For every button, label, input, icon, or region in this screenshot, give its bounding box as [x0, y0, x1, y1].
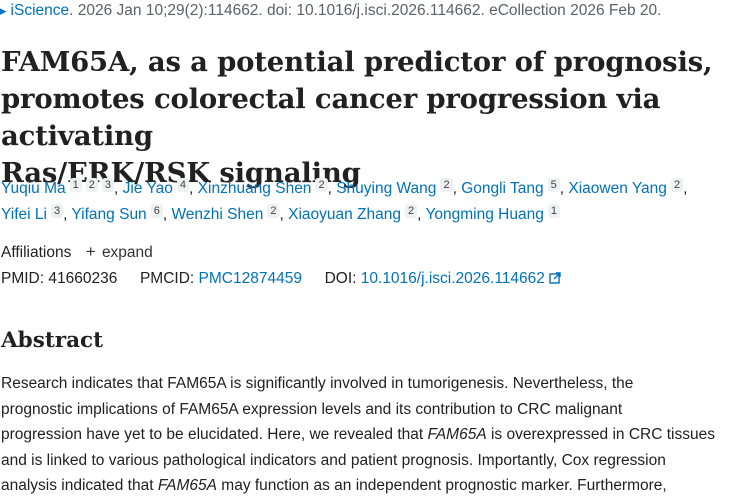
abstract-line: is overexpressed in CRC tissues	[486, 426, 715, 443]
affiliation-number[interactable]: 6	[150, 203, 163, 218]
title-line: FAM65A, as a potential predictor of prog…	[1, 46, 713, 78]
pmid-value: 41660236	[48, 270, 118, 287]
affiliation-number[interactable]: 4	[176, 178, 190, 192]
affiliation-number[interactable]: 1	[547, 203, 560, 218]
doi-link[interactable]: 10.1016/j.isci.2026.114662	[360, 270, 545, 287]
author-link[interactable]: Shuying Wang	[336, 180, 437, 197]
abstract-line: Research indicates that FAM65A is signif…	[1, 375, 634, 392]
citation-details: . 2026 Jan 10;29(2):114662. doi: 10.1016…	[69, 2, 662, 19]
article-identifiers: PMID: 41660236 PMCID: PMC12874459 DOI: 1…	[1, 270, 561, 288]
abstract-line: may function as an independent prognosti…	[216, 477, 667, 494]
affiliations-row: Affiliations + expand	[1, 242, 153, 262]
affiliation-number[interactable]: 3	[50, 203, 64, 218]
abstract-line: progression have yet to be elucidated. H…	[1, 426, 428, 443]
abstract-line: and is linked to various pathological in…	[1, 451, 666, 469]
journal-link[interactable]: iScience	[10, 2, 70, 19]
pmcid-label: PMCID:	[139, 270, 195, 287]
expand-affiliations-button[interactable]: expand	[101, 244, 153, 261]
abstract-line: prognostic implications of FAM65A expres…	[1, 400, 623, 418]
external-link-icon[interactable]	[549, 272, 561, 284]
chevron-right-icon: ▸	[0, 3, 7, 18]
author-link[interactable]: Yongming Huang	[425, 205, 544, 223]
author-link[interactable]: Yuqiu Ma	[1, 180, 66, 197]
title-line: promotes colorectal cancer progression v…	[1, 83, 661, 152]
author-link[interactable]: Gongli Tang	[461, 180, 544, 197]
gene-name: FAM65A	[427, 426, 487, 443]
abstract-line: analysis indicated that	[1, 477, 158, 494]
author-link[interactable]: Yifei Li	[1, 205, 47, 223]
affiliation-number[interactable]: 2	[670, 178, 684, 192]
plus-icon[interactable]: +	[85, 242, 96, 261]
affiliation-number[interactable]: 3	[101, 178, 115, 192]
gene-name: FAM65A	[157, 477, 217, 494]
affiliation-number[interactable]: 5	[547, 178, 560, 192]
affiliation-number[interactable]: 2	[85, 178, 98, 192]
author-link[interactable]: Xinzhuang Shen	[197, 180, 312, 197]
author-list: Yuqiu Ma 1 2 3, Jie Yao 4, Xinzhuang Shen 2, …	[1, 178, 688, 223]
affiliation-number[interactable]: 2	[267, 203, 280, 218]
article-title: FAM65A, as a potential predictor of prog…	[1, 44, 750, 192]
pmid-label: PMID:	[1, 270, 45, 287]
affiliation-number[interactable]: 1	[69, 178, 82, 192]
citation-line: ▸ iScience. 2026 Jan 10;29(2):114662. doi…	[0, 2, 661, 20]
author-link[interactable]: Xiaoyuan Zhang	[288, 205, 401, 223]
affiliation-number[interactable]: 2	[405, 203, 418, 218]
affiliations-label: Affiliations	[1, 244, 72, 261]
affiliation-number[interactable]: 2	[440, 178, 453, 192]
abstract-heading: Abstract	[1, 328, 104, 353]
affiliation-number[interactable]: 2	[315, 178, 328, 192]
pmcid-link[interactable]: PMC12874459	[198, 270, 302, 287]
author-link[interactable]: Xiaowen Yang	[568, 180, 667, 197]
abstract-text: Research indicates that FAM65A is signif…	[1, 371, 750, 499]
author-link[interactable]: Wenzhi Shen	[171, 205, 264, 223]
author-link[interactable]: Jie Yao	[122, 180, 173, 197]
doi-label: DOI:	[324, 270, 357, 287]
author-link[interactable]: Yifang Sun	[71, 205, 147, 223]
